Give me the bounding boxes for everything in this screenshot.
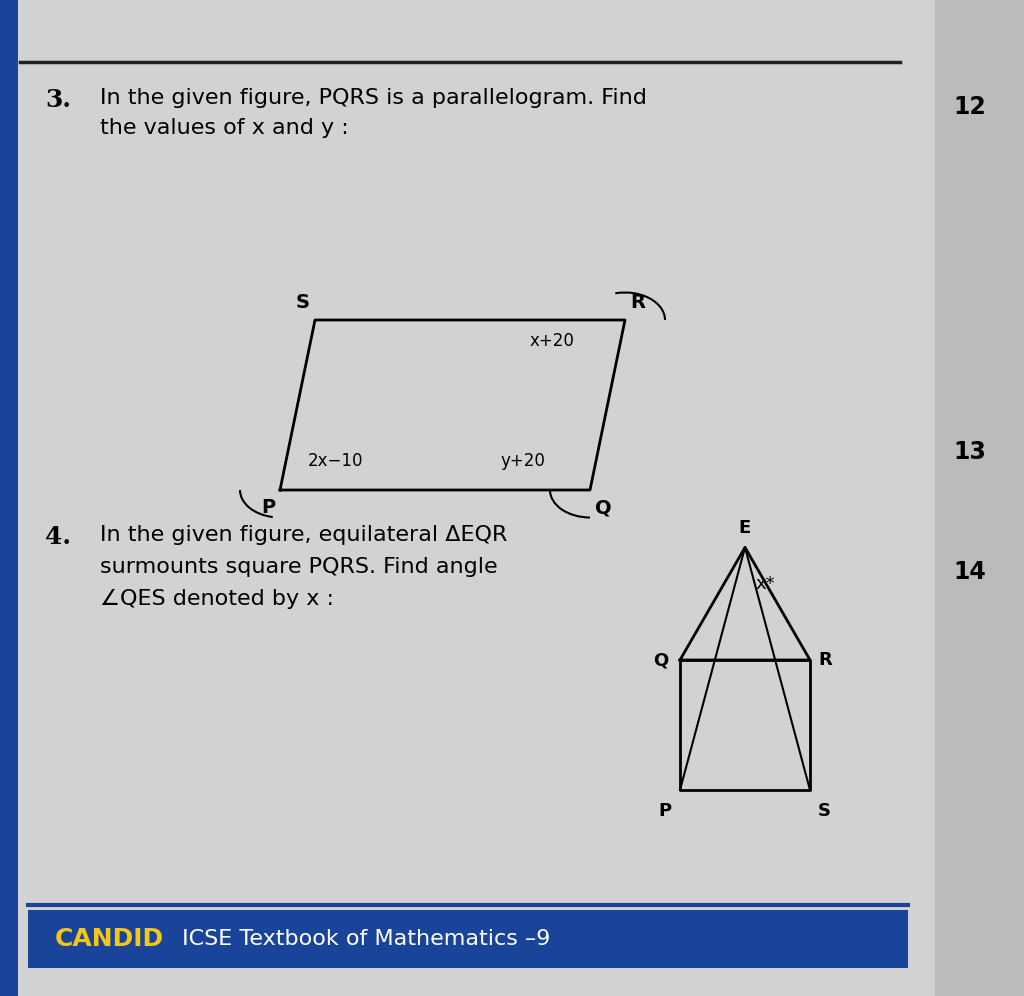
Text: ICSE Textbook of Mathematics –9: ICSE Textbook of Mathematics –9 — [175, 929, 550, 949]
Text: x*: x* — [755, 576, 774, 594]
Text: 14: 14 — [953, 560, 986, 584]
Text: R: R — [630, 293, 645, 312]
Text: 12: 12 — [953, 95, 986, 119]
Text: In the given figure, equilateral ΔEQR: In the given figure, equilateral ΔEQR — [100, 525, 507, 545]
Text: x+20: x+20 — [530, 332, 574, 350]
Text: y+20: y+20 — [500, 452, 545, 470]
Text: 13: 13 — [953, 440, 986, 464]
Text: Q: Q — [652, 651, 668, 669]
Text: ∠QES denoted by x :: ∠QES denoted by x : — [100, 589, 334, 609]
Text: 3.: 3. — [45, 88, 71, 112]
Text: P: P — [658, 802, 672, 820]
Text: R: R — [818, 651, 831, 669]
Text: P: P — [261, 498, 275, 517]
Bar — [28, 910, 908, 968]
Text: S: S — [296, 293, 310, 312]
Text: 4.: 4. — [45, 525, 71, 549]
Text: Q: Q — [595, 498, 611, 517]
Text: CANDID: CANDID — [55, 927, 164, 951]
Text: In the given figure, PQRS is a parallelogram. Find: In the given figure, PQRS is a parallelo… — [100, 88, 647, 108]
Text: S: S — [818, 802, 831, 820]
Text: the values of x and y :: the values of x and y : — [100, 118, 349, 138]
Bar — [0, 0, 18, 996]
Text: surmounts square PQRS. Find angle: surmounts square PQRS. Find angle — [100, 557, 498, 577]
Text: E: E — [739, 520, 752, 538]
Text: 2x−10: 2x−10 — [308, 452, 364, 470]
